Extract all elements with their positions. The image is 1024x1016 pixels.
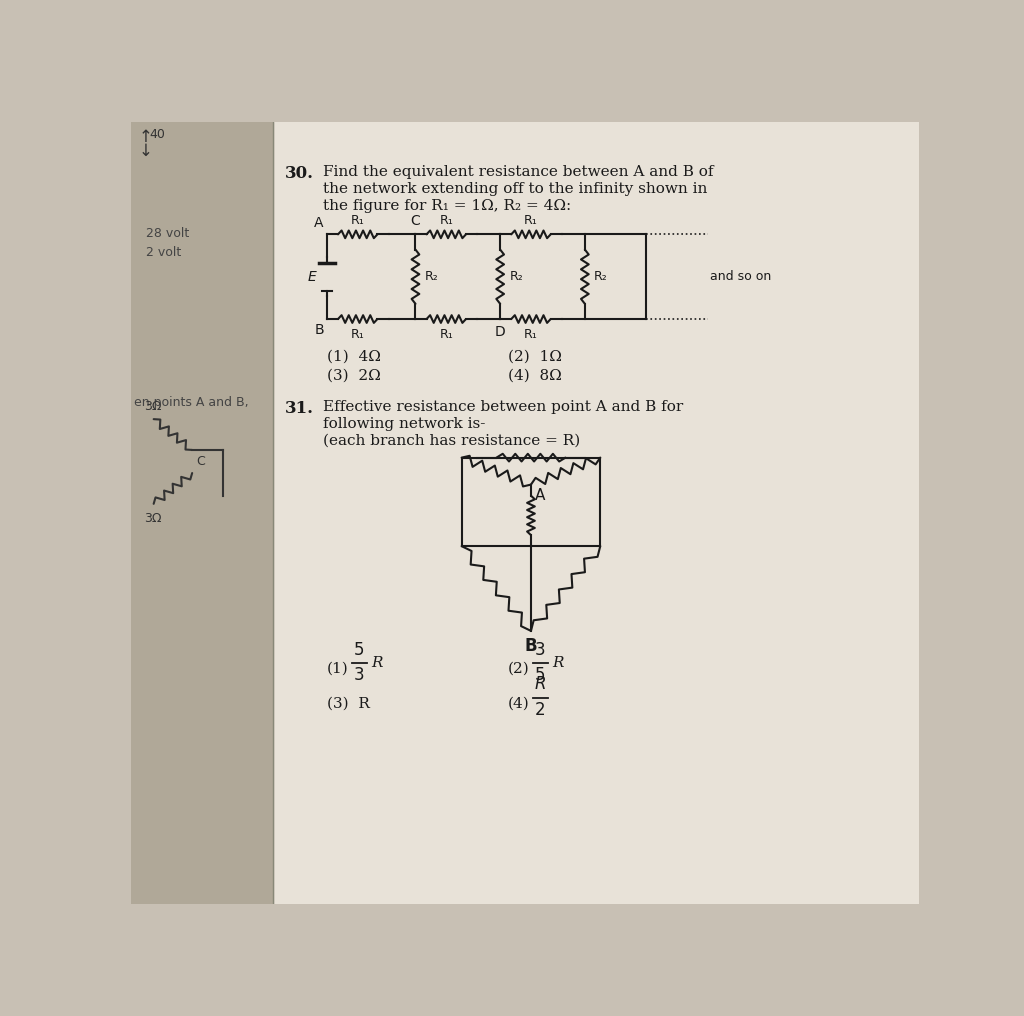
- Text: R₁: R₁: [439, 213, 454, 227]
- Text: the figure for R₁ = 1Ω, R₂ = 4Ω:: the figure for R₁ = 1Ω, R₂ = 4Ω:: [323, 199, 571, 213]
- Text: (1)  4Ω: (1) 4Ω: [327, 350, 381, 364]
- Text: C: C: [196, 455, 205, 468]
- Text: (4)  8Ω: (4) 8Ω: [508, 369, 561, 383]
- Text: and so on: and so on: [710, 270, 771, 283]
- Text: 28 volt: 28 volt: [146, 227, 189, 240]
- Text: E: E: [307, 269, 316, 283]
- Text: R₁: R₁: [351, 213, 365, 227]
- Text: 3: 3: [354, 666, 365, 685]
- Text: B: B: [524, 637, 538, 655]
- Text: (2)  1Ω: (2) 1Ω: [508, 350, 562, 364]
- Bar: [131, 122, 273, 904]
- Text: R₁: R₁: [439, 328, 454, 341]
- Text: A: A: [535, 489, 545, 504]
- Text: (each branch has resistance = R): (each branch has resistance = R): [323, 434, 581, 448]
- Text: R₂: R₂: [594, 270, 608, 283]
- Text: (3)  R: (3) R: [327, 696, 370, 710]
- Text: D: D: [495, 325, 506, 339]
- Text: 2 volt: 2 volt: [146, 246, 181, 259]
- Text: 5: 5: [354, 641, 365, 658]
- Text: 30.: 30.: [285, 165, 313, 182]
- Text: 40: 40: [150, 128, 165, 141]
- Text: Find the equivalent resistance between A and B of: Find the equivalent resistance between A…: [323, 165, 714, 179]
- Text: R₁: R₁: [351, 328, 365, 341]
- Text: R: R: [372, 656, 383, 671]
- Text: R₁: R₁: [524, 213, 538, 227]
- Text: Effective resistance between point A and B for: Effective resistance between point A and…: [323, 400, 683, 414]
- Text: (3)  2Ω: (3) 2Ω: [327, 369, 381, 383]
- Text: R₁: R₁: [524, 328, 538, 341]
- Text: B: B: [314, 323, 324, 337]
- Text: en points A and B,: en points A and B,: [134, 396, 249, 409]
- Text: A: A: [314, 216, 324, 231]
- Text: ↑: ↑: [138, 128, 153, 146]
- Text: 3: 3: [535, 641, 546, 658]
- Text: 3Ω: 3Ω: [144, 511, 162, 524]
- Bar: [273, 122, 920, 904]
- Text: R: R: [553, 656, 564, 671]
- Text: (1): (1): [327, 661, 348, 676]
- Text: (4): (4): [508, 696, 529, 710]
- Text: 5: 5: [535, 666, 546, 685]
- Text: 3Ω: 3Ω: [144, 400, 162, 412]
- Text: the network extending off to the infinity shown in: the network extending off to the infinit…: [323, 182, 708, 196]
- Text: R₂: R₂: [509, 270, 523, 283]
- Text: C: C: [411, 214, 420, 229]
- Text: ↓: ↓: [138, 142, 153, 160]
- Text: R: R: [535, 676, 546, 693]
- Text: 31.: 31.: [285, 400, 313, 417]
- Text: following network is-: following network is-: [323, 417, 485, 431]
- Text: R₂: R₂: [425, 270, 438, 283]
- Text: (2): (2): [508, 661, 529, 676]
- Text: 2: 2: [535, 701, 546, 719]
